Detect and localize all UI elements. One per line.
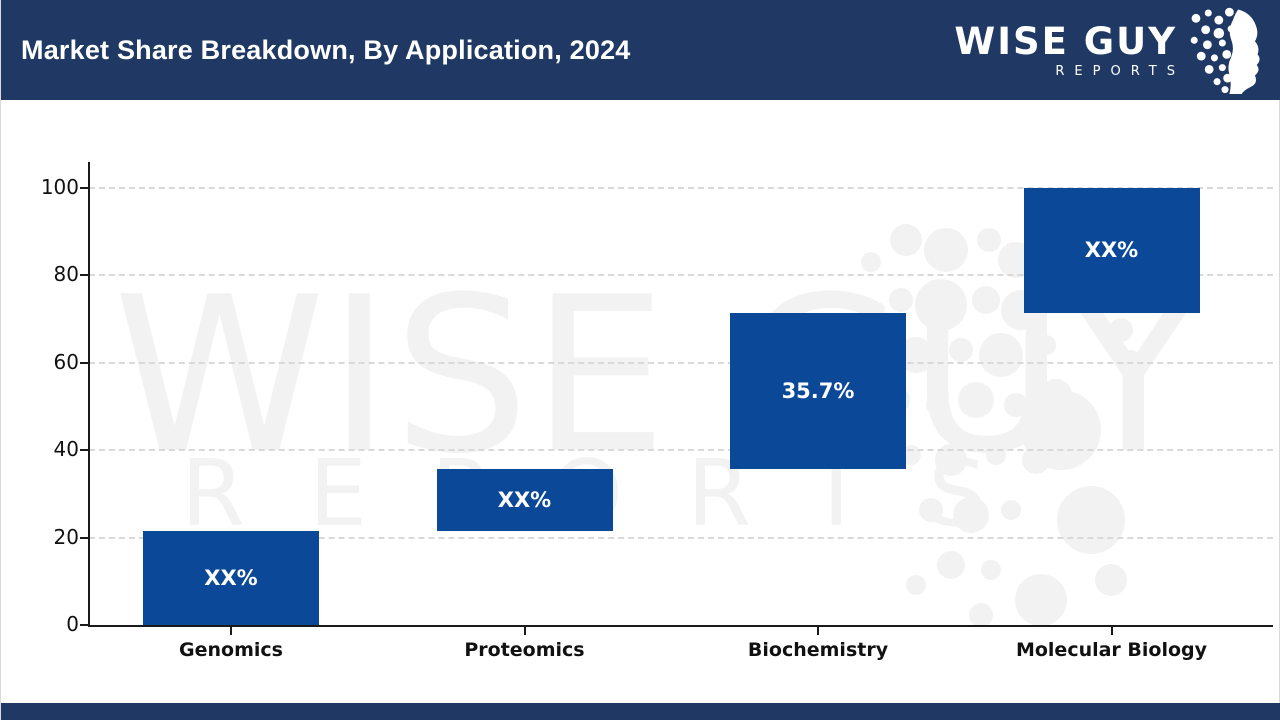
logo-face-dot: [1218, 64, 1226, 72]
gridline-60: [89, 361, 1273, 364]
bar-value-label-1: XX%: [497, 488, 552, 513]
logo-text: WISE GUY REPORTS: [954, 23, 1177, 78]
logo-face-dot: [1204, 9, 1212, 17]
x-axis-label-biochemistry: Biochemistry: [747, 639, 889, 661]
y-tick-mark-60: [80, 361, 88, 364]
x-axis-spine: [88, 625, 1273, 627]
gridline-20: [89, 536, 1273, 539]
bar-molecular-biology: XX%: [1023, 188, 1200, 313]
logo-face-icon: [1190, 7, 1260, 94]
y-tick-label-60: 60: [53, 349, 79, 374]
logo-face-dot: [1190, 36, 1198, 44]
logo-face-dot: [1201, 25, 1211, 35]
y-tick-label-0: 0: [66, 612, 79, 636]
y-tick-label-40: 40: [53, 437, 79, 462]
logo-face-dot: [1218, 39, 1226, 47]
logo-face-dot: [1225, 7, 1234, 17]
x-axis-label-genomics: Genomics: [179, 639, 283, 661]
bar-value-label-3: XX%: [1084, 238, 1139, 263]
logo-face-dot: [1222, 50, 1232, 59]
logo-face-dot: [1203, 40, 1212, 50]
bar-proteomics: XX%: [436, 468, 613, 532]
gridline-80: [89, 274, 1273, 277]
logo-face-dot: [1214, 15, 1224, 25]
y-tick-label-20: 20: [53, 524, 79, 549]
header: Market Share Breakdown, By Application, …: [1, 0, 1280, 100]
logo-face-dot: [1227, 25, 1235, 33]
y-tick-mark-40: [80, 449, 88, 452]
bar-value-label-2: 35.7%: [781, 378, 855, 403]
logo-face-dot: [1204, 64, 1214, 74]
logo-face-dot: [1191, 13, 1201, 23]
logo-face-dot: [1213, 28, 1225, 39]
gridline-40: [89, 449, 1273, 452]
logo-face-dot: [1213, 78, 1221, 86]
x-tick-mark-1: [523, 627, 526, 635]
y-tick-mark-100: [80, 187, 88, 189]
wise-guy-reports-logo: WISE GUY REPORTS: [954, 7, 1267, 94]
y-tick-mark-0: [80, 624, 88, 626]
x-tick-mark-2: [817, 627, 819, 635]
x-axis-label-molecular-biology: Molecular Biology: [1015, 639, 1208, 661]
logo-subtext: REPORTS: [1055, 63, 1185, 79]
y-tick-label-100: 100: [40, 175, 79, 199]
footer-bar: [1, 703, 1280, 720]
y-tick-mark-80: [80, 274, 88, 277]
logo-wordmark: WISE GUY: [954, 19, 1177, 63]
x-axis-label-proteomics: Proteomics: [464, 639, 585, 661]
gridline-100: [89, 187, 1273, 189]
logo-face-dot: [1221, 86, 1229, 94]
x-tick-mark-3: [1110, 627, 1113, 635]
bar-biochemistry: 35.7%: [730, 312, 906, 469]
x-tick-mark-0: [230, 627, 232, 635]
y-tick-label-80: 80: [53, 262, 79, 287]
logo-face-dot: [1196, 51, 1206, 61]
y-axis-spine: [88, 162, 90, 626]
logo-face-dot: [1210, 54, 1218, 62]
logo-face-dot: [1223, 73, 1233, 83]
bar-genomics: XX%: [143, 531, 319, 625]
page-title: Market Share Breakdown, By Application, …: [21, 34, 631, 65]
bar-value-label-0: XX%: [204, 566, 258, 591]
y-tick-mark-20: [80, 536, 88, 539]
